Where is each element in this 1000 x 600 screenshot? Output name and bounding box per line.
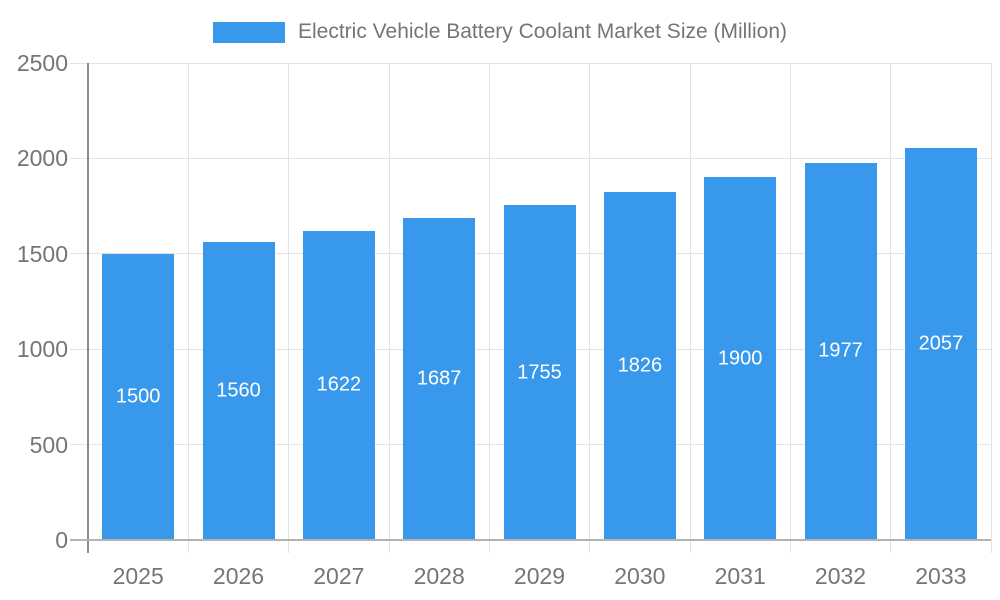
gridline-v [990, 63, 992, 553]
bar-value-label: 1755 [517, 361, 562, 384]
bar[interactable]: 1622 [302, 230, 375, 540]
bar[interactable]: 1977 [804, 162, 877, 540]
y-tick-label: 1500 [16, 240, 68, 267]
bar[interactable]: 1500 [102, 253, 175, 540]
bar-value-label: 1500 [115, 385, 161, 408]
legend-swatch [212, 21, 285, 43]
y-tick-label: 500 [29, 431, 68, 458]
y-tick-label: 1000 [16, 336, 68, 363]
plot-area: 1500 1560 1622 1687 1755 1826 1900 1977 2057 [70, 62, 992, 553]
bar-value-label: 1687 [416, 367, 462, 390]
x-tick-label: 2027 [313, 563, 365, 589]
y-axis-line [87, 63, 89, 553]
y-tick-label: 2000 [16, 145, 68, 172]
chart-legend[interactable]: Electric Vehicle Battery Coolant Market … [0, 21, 1000, 43]
bar[interactable]: 1687 [403, 218, 476, 540]
gridline-v [789, 63, 791, 553]
x-tick-label: 2032 [814, 563, 867, 589]
gridline-v [488, 63, 490, 553]
x-tick-label: 2028 [413, 563, 465, 589]
gridline-v [187, 63, 189, 553]
gridline-h [70, 62, 991, 64]
gridline-h [70, 157, 991, 159]
x-tick-label: 2033 [915, 563, 967, 589]
bar-value-label: 1826 [617, 354, 663, 377]
gridline-v [288, 63, 290, 553]
gridline-v [589, 63, 591, 553]
gridline-v [388, 63, 390, 553]
x-tick-label: 2026 [212, 563, 265, 589]
y-tick-label: 2500 [16, 50, 68, 76]
x-tick-label: 2025 [112, 563, 164, 589]
bar-value-label: 2057 [918, 332, 964, 355]
x-tick-label: 2031 [714, 563, 766, 589]
bar[interactable]: 1826 [603, 191, 676, 540]
bar[interactable]: 1560 [202, 242, 275, 540]
bar-value-label: 1622 [316, 373, 362, 396]
bar-value-label: 1560 [216, 379, 261, 402]
x-axis-line [70, 539, 991, 541]
y-tick-label: 0 [55, 527, 68, 553]
bar[interactable]: 1755 [503, 205, 576, 540]
bar-value-label: 1977 [818, 339, 863, 362]
bar[interactable]: 2057 [904, 147, 977, 540]
gridline-v [890, 63, 892, 553]
bar[interactable]: 1900 [704, 177, 777, 540]
bar-value-label: 1900 [717, 347, 763, 370]
x-tick-label: 2030 [614, 563, 666, 589]
legend-label: Electric Vehicle Battery Coolant Market … [297, 20, 787, 43]
x-tick-label: 2029 [513, 563, 566, 589]
gridline-v [689, 63, 691, 553]
